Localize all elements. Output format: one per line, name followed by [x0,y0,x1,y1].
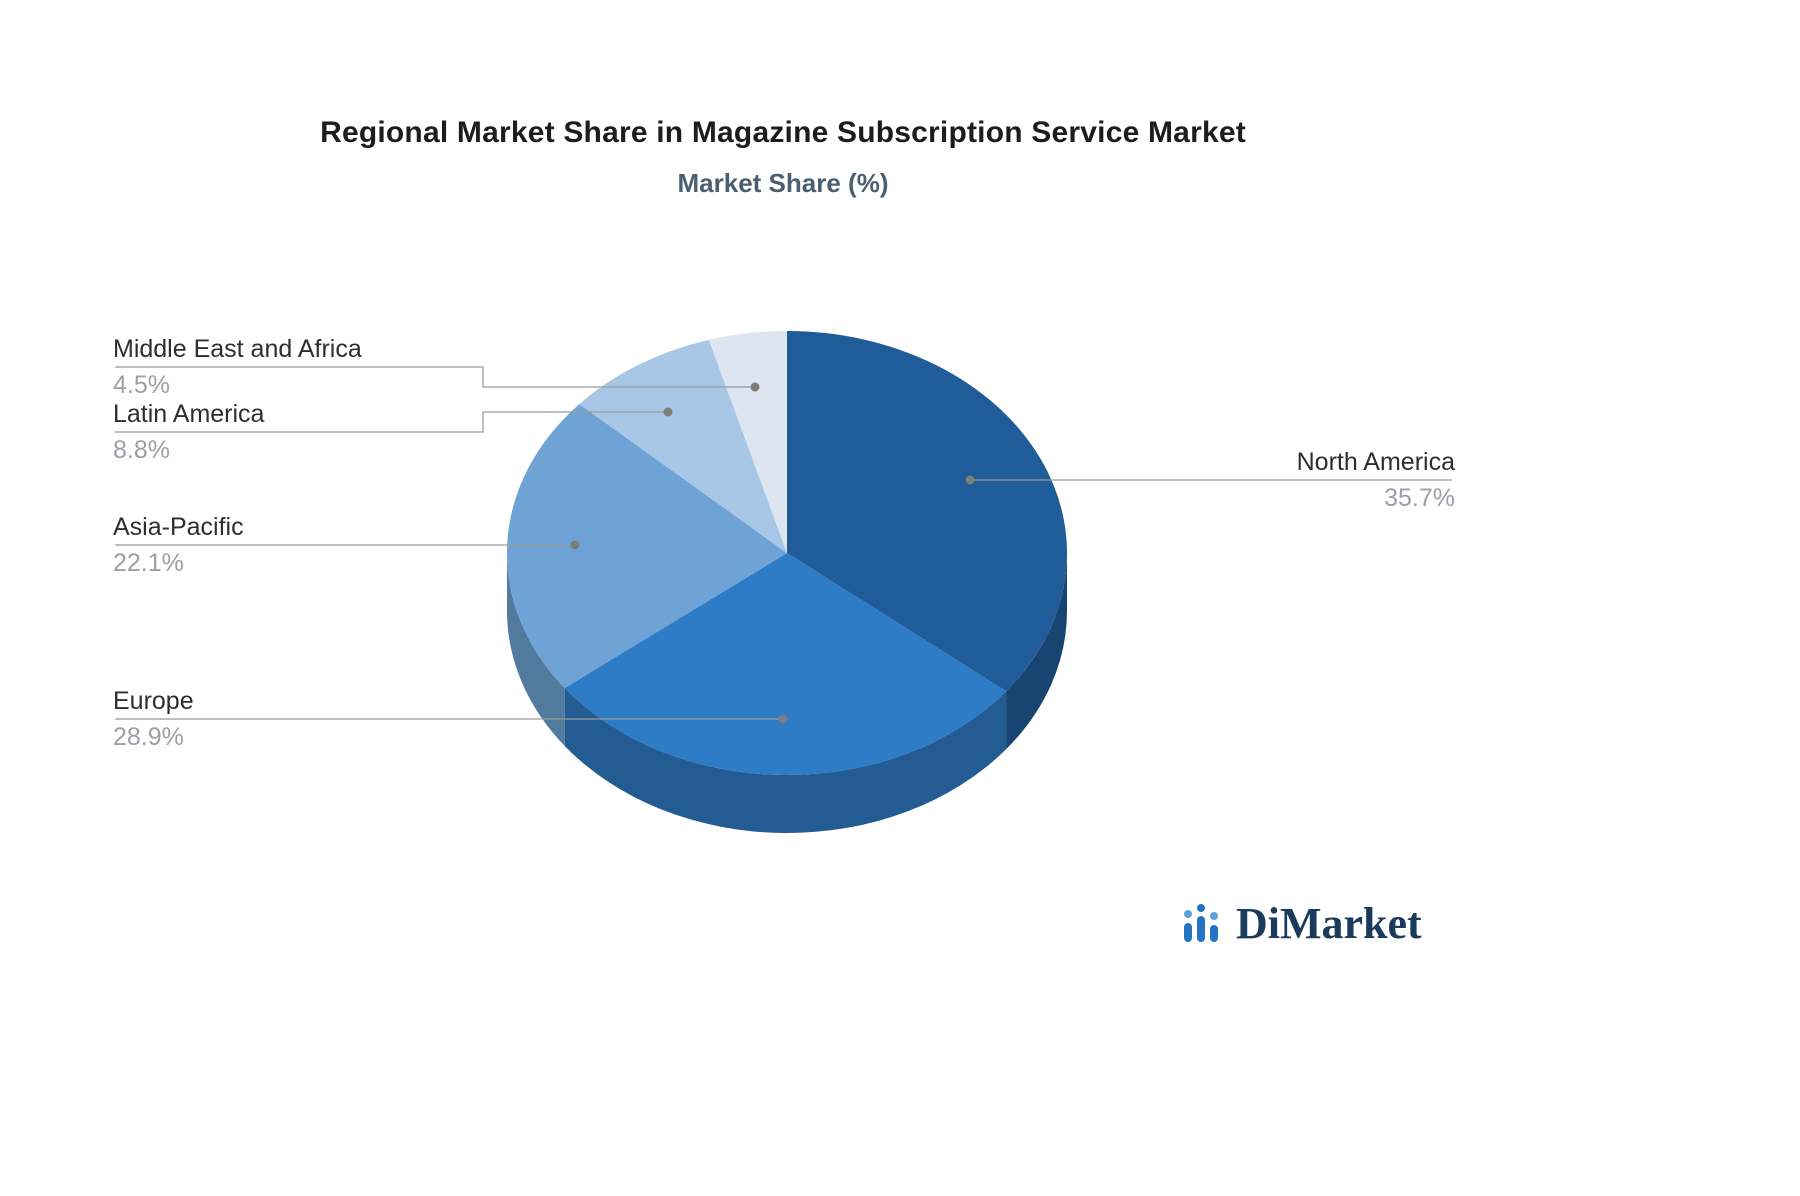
label-value: 4.5% [113,371,170,399]
chart-subtitle: Market Share (%) [677,168,889,198]
pie-side-europe [564,687,1007,833]
label-asia-pacific: Asia-Pacific 22.1% [113,514,244,577]
label-line-middle-east-and-africa [115,366,755,388]
label-middle-east-and-africa: Middle East and Africa 4.5% [113,336,362,399]
label-name: Asia-Pacific [113,513,244,541]
brand-name: DiMarket [1236,899,1422,948]
brand-logo: DiMarket [1180,898,1422,949]
label-value: 22.1% [113,549,184,577]
label-value: 8.8% [113,436,170,464]
chart-header: Regional Market Share in Magazine Subscr… [0,0,1566,199]
label-north-america: North America 35.7% [1297,449,1455,512]
label-latin-america: Latin America 8.8% [113,401,264,464]
label-dot-north-america [965,475,975,485]
label-line-latin-america [115,411,668,433]
pie-side-asia-pacific [507,553,565,746]
label-name: Europe [113,687,194,715]
pie-slice-north-america[interactable] [787,331,1067,692]
label-europe: Europe 28.9% [113,688,194,751]
label-dot-latin-america [663,407,673,417]
label-dot-middle-east-and-africa [750,382,760,392]
label-name: North America [1296,448,1455,476]
pie-slice-latin-america[interactable] [579,339,787,553]
pie-side-north-america [1006,553,1067,750]
label-name: Middle East and Africa [113,335,362,363]
label-name: Latin America [113,400,265,428]
label-value: 35.7% [1384,484,1455,512]
chart-title: Regional Market Share in Magazine Subscr… [320,116,1246,149]
label-dot-europe [778,714,788,724]
dimarket-logo-icon [1184,903,1218,942]
label-dot-asia-pacific [570,540,580,550]
pie-slice-asia-pacific[interactable] [506,404,787,688]
label-value: 28.9% [113,723,184,751]
